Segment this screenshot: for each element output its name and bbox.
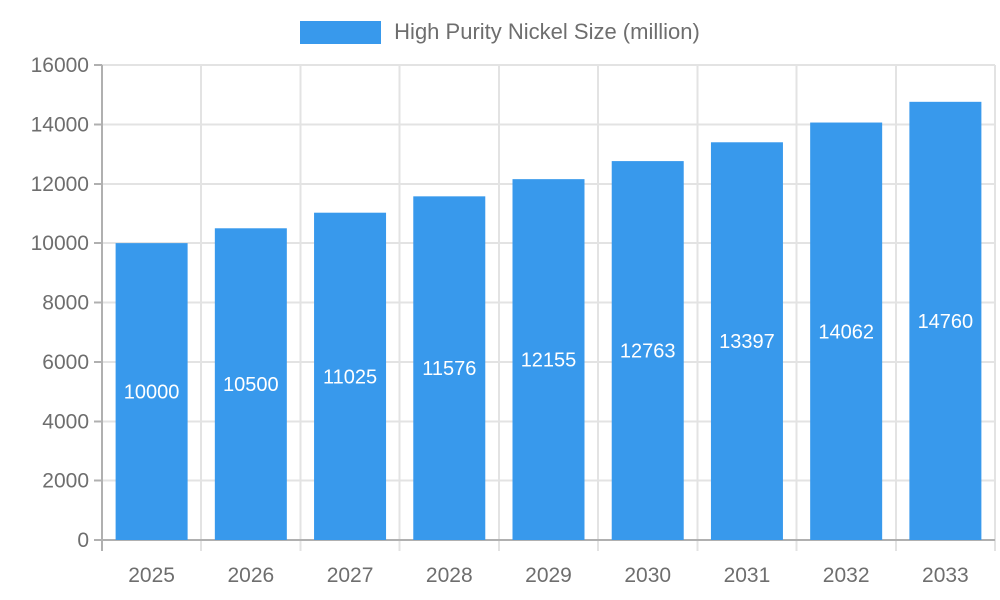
bar[interactable]	[909, 101, 982, 540]
y-axis-tick-label: 14000	[31, 113, 89, 136]
legend-label: High Purity Nickel Size (million)	[394, 19, 700, 44]
chart-legend-item[interactable]: High Purity Nickel Size (million)	[0, 19, 1000, 45]
bar-value-label: 14760	[918, 311, 974, 333]
bar-value-label: 12155	[521, 350, 577, 372]
bar[interactable]	[810, 122, 883, 541]
x-axis-tick-label: 2030	[624, 564, 671, 587]
y-axis-tick-label: 16000	[31, 54, 89, 77]
bar[interactable]	[413, 196, 486, 540]
bar[interactable]	[710, 142, 783, 541]
x-axis-tick-label: 2031	[724, 564, 771, 587]
bar-value-label: 11576	[422, 358, 476, 380]
y-axis-tick-label: 12000	[31, 173, 89, 196]
bar[interactable]	[115, 243, 188, 540]
x-axis-tick-label: 2025	[128, 564, 175, 587]
bar-value-label: 10000	[124, 382, 180, 404]
bar[interactable]	[314, 212, 387, 540]
x-axis-tick-label: 2027	[327, 564, 374, 587]
y-axis-tick-label: 4000	[42, 410, 89, 433]
bar-value-label: 10500	[223, 374, 279, 396]
y-axis-tick-label: 8000	[42, 292, 89, 315]
x-axis-tick-label: 2033	[922, 564, 969, 587]
y-axis-tick-label: 6000	[42, 351, 89, 374]
legend-color-swatch	[300, 20, 382, 44]
x-axis-tick-label: 2032	[823, 564, 870, 587]
bar-value-label: 13397	[719, 331, 775, 353]
bar[interactable]	[611, 161, 684, 540]
bar[interactable]	[512, 179, 585, 540]
y-axis-tick-label: 10000	[31, 232, 89, 255]
x-axis-tick-label: 2028	[426, 564, 473, 587]
bar-value-label: 14062	[818, 321, 874, 343]
x-axis-tick-label: 2029	[525, 564, 572, 587]
bar-value-label: 11025	[323, 366, 377, 388]
bar[interactable]	[214, 228, 287, 540]
y-axis-tick-label: 2000	[42, 470, 89, 493]
x-axis-tick-label: 2026	[227, 564, 274, 587]
y-axis-tick-label: 0	[77, 529, 89, 552]
bar-value-label: 12763	[620, 341, 676, 363]
